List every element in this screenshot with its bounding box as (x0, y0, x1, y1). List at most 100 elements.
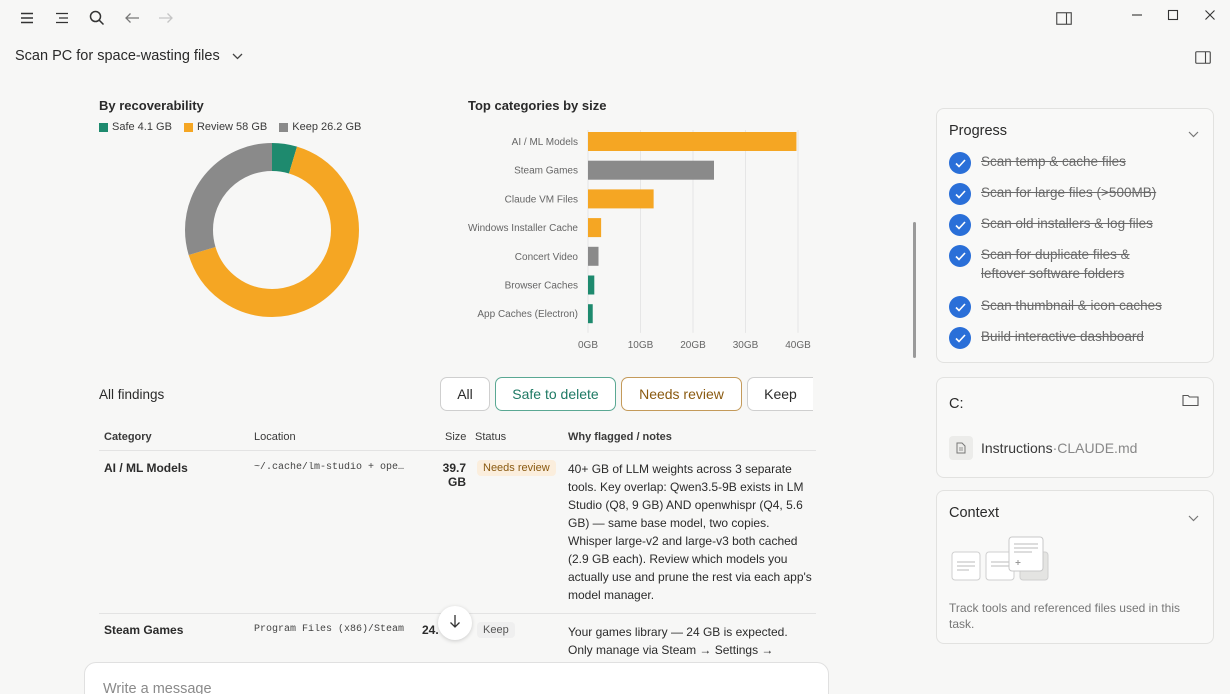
task-item: Build interactive dashboard (949, 327, 1144, 349)
progress-chevron-icon[interactable] (1188, 125, 1199, 143)
y-category-label: Claude VM Files (505, 194, 578, 205)
task-item: Scan old installers & log files (949, 214, 1153, 236)
legend-item-safe: Safe 4.1 GB (99, 121, 172, 133)
task-item: Scan temp & cache files (949, 152, 1126, 174)
donut-slice-keep (185, 143, 359, 317)
forward-arrow-icon[interactable] (154, 6, 178, 30)
menu-icon[interactable] (15, 6, 39, 30)
row1-status-badge: Needs review (477, 460, 556, 476)
col-header-category[interactable]: Category (104, 431, 152, 443)
bar (588, 160, 714, 180)
instructions-file-name: Instructions (981, 440, 1053, 456)
legend-swatch-keep (279, 122, 289, 132)
scroll-down-button[interactable] (438, 606, 472, 640)
progress-panel: Progress Scan temp & cache files Scan fo… (936, 108, 1214, 363)
drive-panel: C: Instructions · CLAUDE.md (936, 377, 1214, 478)
context-chevron-icon[interactable] (1188, 509, 1199, 527)
col-header-size[interactable]: Size (445, 431, 467, 443)
row2-notes: Your games library — 24 GB is expected. … (568, 625, 788, 657)
task-label: Scan for duplicate files & leftover soft… (981, 247, 1130, 281)
filter-safe-button[interactable]: Safe to delete (495, 377, 616, 411)
task-label: Scan temp & cache files (981, 154, 1126, 169)
filter-all-button[interactable]: All (440, 377, 490, 411)
context-description: Track tools and referenced files used in… (949, 601, 1181, 631)
y-category-label: Concert Video (515, 252, 579, 263)
y-category-label: Steam Games (514, 166, 578, 177)
categories-bar-chart: 0GB 10GB 20GB 30GB 40GB AI / ML Models Steam G… (468, 130, 811, 351)
col-header-status[interactable]: Status (475, 431, 507, 443)
bar (588, 218, 602, 238)
panel-toggle-icon[interactable] (1052, 6, 1076, 30)
legend-item-review: Review 58 GB (183, 121, 268, 133)
x-tick-label: 30GB (733, 340, 759, 351)
file-icon (949, 436, 973, 460)
x-tick-label: 20GB (680, 340, 706, 351)
context-documents-illustration (951, 536, 1051, 589)
sidebar-list-icon[interactable] (50, 6, 74, 30)
col-header-notes[interactable]: Why flagged / notes (568, 431, 672, 443)
categories-chart-title: Top categories by size (468, 98, 607, 113)
task-item: Scan for duplicate files & leftover soft… (949, 245, 1149, 283)
row2-size: 24. (422, 623, 439, 637)
row1-location: ~/.cache/lm-studio + ope… (254, 462, 404, 473)
recoverability-legend: Safe 4.1 GB Review 58 GB Keep 26.2 GB (99, 121, 361, 133)
folder-icon[interactable] (1182, 393, 1199, 412)
col-header-location[interactable]: Location (254, 431, 296, 443)
close-icon[interactable] (1198, 3, 1222, 27)
task-item: Scan thumbnail & icon caches (949, 296, 1162, 318)
legend-label-keep: Keep 26.2 GB (292, 121, 362, 133)
checkmark-icon (949, 327, 971, 349)
task-label: Scan thumbnail & icon caches (981, 298, 1162, 313)
task-label: Build interactive dashboard (981, 329, 1144, 344)
legend-swatch-safe (99, 122, 108, 132)
bar (588, 132, 797, 151)
recoverability-donut-chart (185, 143, 359, 317)
scrollbar-thumb[interactable] (913, 222, 916, 358)
bar (588, 304, 593, 324)
row1-notes: 40+ GB of LLM weights across 3 separate … (568, 462, 812, 602)
filter-review-button[interactable]: Needs review (621, 377, 742, 411)
filter-keep-button[interactable]: Keep (747, 377, 813, 411)
back-arrow-icon[interactable] (120, 6, 144, 30)
file-separator: · (1052, 440, 1058, 456)
bar (588, 189, 654, 209)
x-tick-label: 40GB (785, 340, 811, 351)
message-composer[interactable] (84, 662, 829, 694)
context-title: Context (949, 505, 999, 521)
progress-title: Progress (949, 123, 1008, 139)
row2-category: Steam Games (104, 623, 184, 637)
recoverability-title: By recoverability (99, 98, 204, 113)
x-tick-label: 0GB (578, 340, 598, 351)
row1-size: 39.7 GB (442, 461, 466, 489)
legend-label-review: Review 58 GB (196, 121, 268, 133)
instructions-file[interactable]: Instructions · CLAUDE.md (949, 436, 1137, 460)
chevron-down-icon[interactable] (232, 48, 243, 64)
row1-category: AI / ML Models (104, 461, 188, 475)
drive-title: C: (949, 396, 964, 412)
y-category-label: App Caches (Electron) (477, 309, 578, 320)
y-category-label: AI / ML Models (512, 137, 578, 148)
row2-status-badge: Keep (477, 622, 515, 638)
maximize-icon[interactable] (1161, 3, 1185, 27)
minimize-icon[interactable] (1125, 3, 1149, 27)
findings-title: All findings (99, 387, 165, 402)
conversation-title-text: Scan PC for space-wasting files (15, 48, 220, 64)
message-input[interactable] (103, 681, 603, 694)
legend-swatch-review (183, 122, 193, 132)
search-icon[interactable] (85, 6, 109, 30)
checkmark-icon (949, 152, 971, 174)
task-label: Scan for large files (>500MB) (981, 185, 1157, 200)
donut-slice-review (185, 143, 359, 317)
context-panel: Context Track tools and referenced files… (936, 490, 1214, 644)
row2-location: Program Files (x86)/Steam (254, 624, 405, 635)
x-tick-label: 10GB (628, 340, 654, 351)
task-item: Scan for large files (>500MB) (949, 183, 1156, 205)
checkmark-icon (949, 296, 971, 318)
instructions-file-path: CLAUDE.md (1057, 440, 1138, 456)
conversation-title[interactable]: Scan PC for space-wasting files (15, 48, 243, 64)
side-panel-icon[interactable] (1191, 45, 1215, 69)
legend-item-keep: Keep 26.2 GB (279, 121, 361, 133)
task-label: Scan old installers & log files (981, 216, 1153, 231)
bar (588, 275, 595, 295)
checkmark-icon (949, 214, 971, 236)
